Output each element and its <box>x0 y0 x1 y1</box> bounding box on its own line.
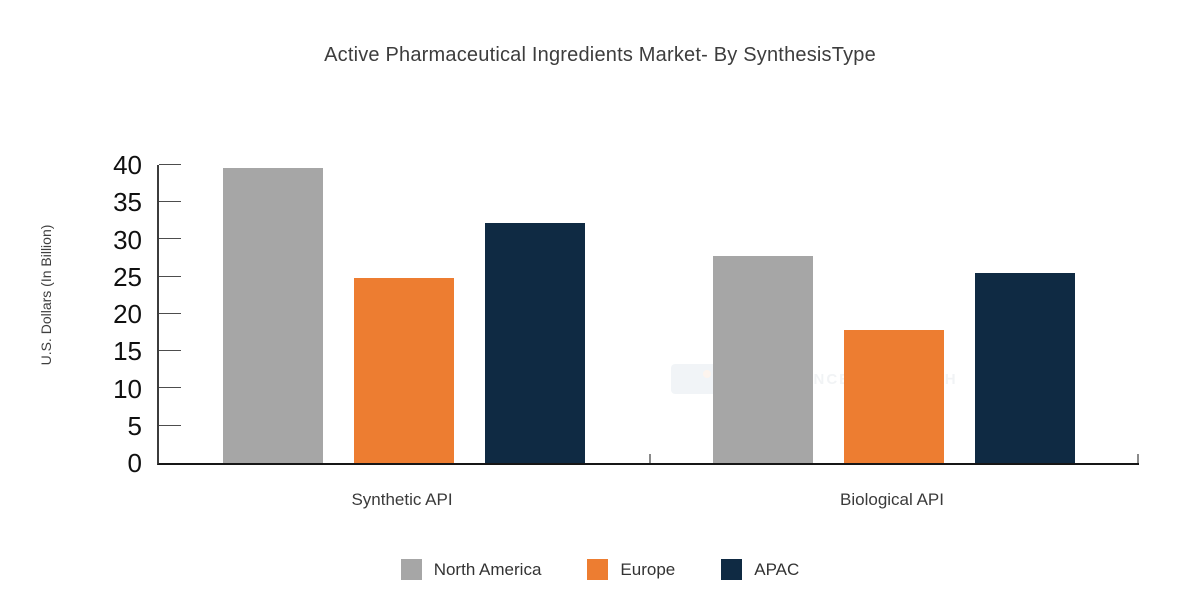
y-tick-label-40: 40 <box>113 150 142 180</box>
y-tick-label-0: 0 <box>127 448 142 478</box>
y-tick-label-25: 25 <box>113 261 142 292</box>
bar-north-america-synthetic-api <box>223 168 323 463</box>
y-tick-label-5: 5 <box>127 410 142 441</box>
chart-title: Active Pharmaceutical Ingredients Market… <box>324 44 876 66</box>
y-tick-mark-35 <box>159 201 181 202</box>
y-tick-mark-10 <box>159 387 181 388</box>
legend: North America Europe APAC <box>0 559 1200 580</box>
y-tick-mark-40 <box>159 164 181 165</box>
bar-north-america-biological-api <box>713 256 813 463</box>
y-tick-label-20: 20 <box>113 299 142 329</box>
bar-europe-biological-api <box>844 330 944 463</box>
y-tick-mark-25 <box>159 276 181 277</box>
category-label-synthetic-api: Synthetic API <box>351 490 453 509</box>
legend-swatch-north-america <box>400 559 422 580</box>
legend-item-apac: APAC <box>721 559 799 580</box>
bar-apac-biological-api <box>975 273 1075 463</box>
bar-europe-synthetic-api <box>354 278 454 463</box>
y-axis-tick-labels: 0 5 10 15 20 25 30 35 40 <box>60 150 142 478</box>
legend-label-apac: APAC <box>754 559 800 579</box>
watermark-logo-icon <box>671 364 717 394</box>
legend-item-north-america: North America <box>400 559 542 580</box>
legend-item-europe: Europe <box>587 559 675 580</box>
x-tick-mark-end <box>1137 454 1139 463</box>
y-tick-mark-5 <box>159 425 181 426</box>
legend-swatch-europe <box>587 559 609 580</box>
plot-area: PRECEDENCE RESEARCH <box>157 164 1139 465</box>
category-label-biological-api: Biological API <box>840 490 944 509</box>
y-axis-title: U.S. Dollars (In Billion) <box>38 224 54 366</box>
y-tick-label-10: 10 <box>113 373 142 404</box>
legend-swatch-apac <box>721 559 743 580</box>
y-tick-label-35: 35 <box>113 187 142 218</box>
legend-label-europe: Europe <box>620 559 676 579</box>
x-tick-mark-mid <box>649 454 651 463</box>
y-tick-mark-15 <box>159 350 181 351</box>
legend-label-north-america: North America <box>433 559 542 579</box>
y-tick-mark-20 <box>159 313 181 314</box>
bar-apac-synthetic-api <box>485 223 585 463</box>
y-tick-label-30: 30 <box>113 224 142 255</box>
y-tick-label-15: 15 <box>113 336 142 367</box>
y-tick-mark-30 <box>159 238 181 239</box>
